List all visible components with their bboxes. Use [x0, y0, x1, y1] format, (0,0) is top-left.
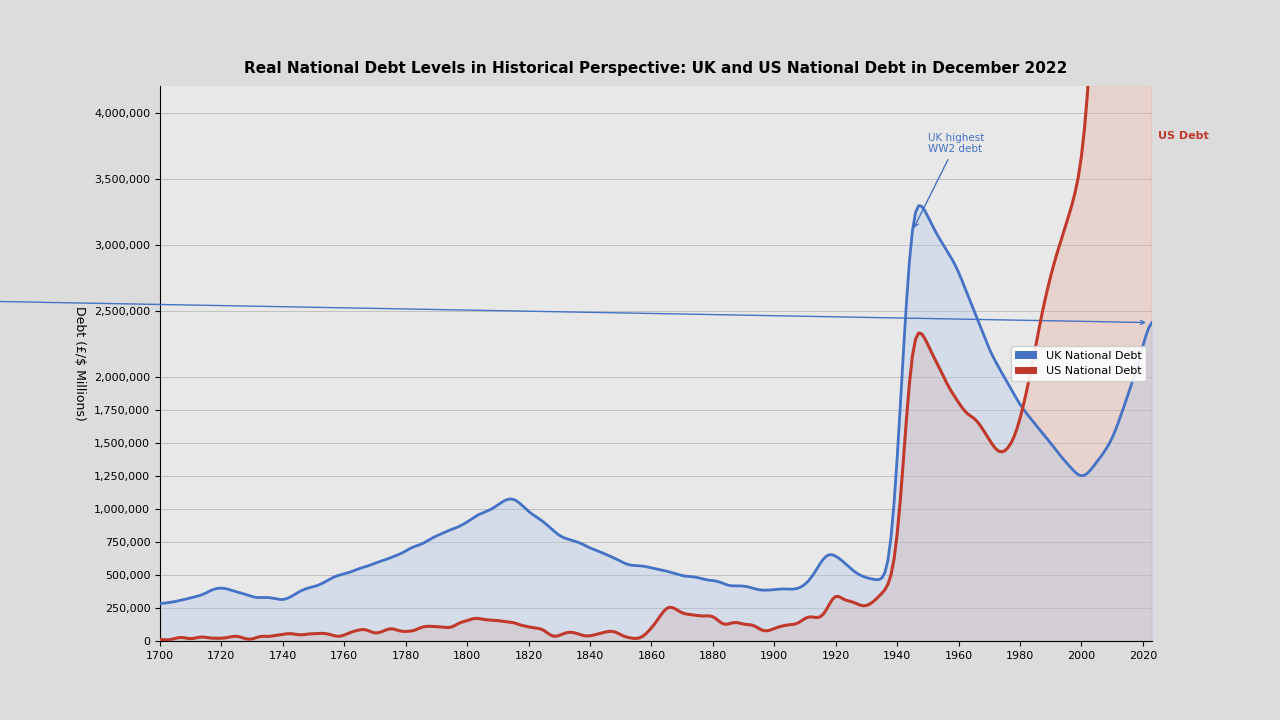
UK National Debt	[822, 550, 837, 559]
UK National Debt	[420, 536, 435, 545]
Legend: UK National Debt, US National Debt: UK National Debt, US National Debt	[1011, 346, 1147, 381]
UK National Debt	[152, 599, 168, 608]
US National Debt	[899, 417, 914, 426]
Y-axis label: Debt (£/$ Millions): Debt (£/$ Millions)	[73, 306, 86, 421]
US National Debt	[300, 630, 315, 639]
Line: US National Debt: US National Debt	[160, 0, 1152, 640]
US National Debt	[152, 635, 168, 644]
Line: UK National Debt: UK National Debt	[160, 206, 1152, 603]
Text: UK highest
WW2 debt: UK highest WW2 debt	[914, 132, 984, 227]
US National Debt	[422, 622, 438, 631]
Title: Real National Debt Levels in Historical Perspective: UK and US National Debt in : Real National Debt Levels in Historical …	[244, 60, 1068, 76]
UK National Debt	[997, 374, 1012, 382]
Text: US Debt: US Debt	[1158, 131, 1208, 141]
UK National Debt	[297, 585, 312, 594]
Text: UK Debt
£2.5 Trillion: UK Debt £2.5 Trillion	[0, 199, 1144, 325]
US National Debt	[159, 636, 174, 644]
UK National Debt	[896, 351, 911, 359]
UK National Debt	[1085, 462, 1101, 470]
UK National Debt	[911, 202, 927, 210]
UK National Debt	[1144, 318, 1160, 327]
US National Debt	[997, 446, 1012, 455]
US National Debt	[824, 595, 840, 603]
